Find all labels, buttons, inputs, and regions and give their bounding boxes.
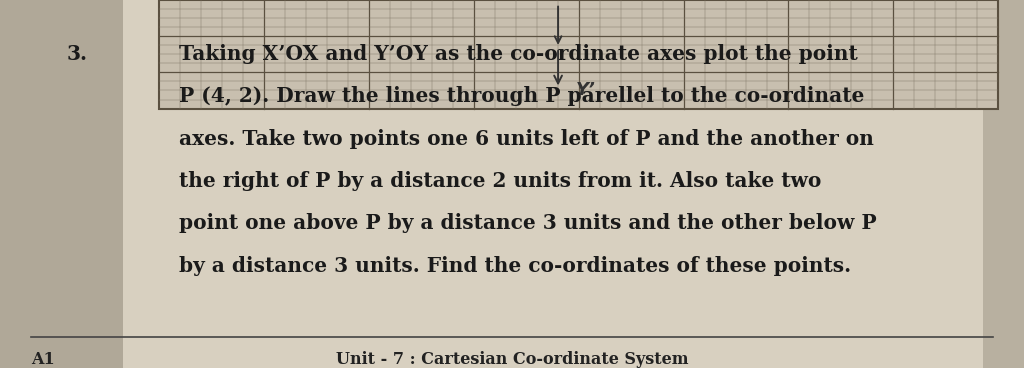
Text: axes. Take two points one 6 units left of P and the another on: axes. Take two points one 6 units left o… (179, 129, 874, 149)
Text: Y’: Y’ (575, 81, 595, 99)
Text: P (4, 2). Draw the lines through P parellel to the co-ordinate: P (4, 2). Draw the lines through P parel… (179, 86, 864, 106)
Text: Taking X’OX and Y’OY as the co-ordinate axes plot the point: Taking X’OX and Y’OY as the co-ordinate … (179, 44, 858, 64)
Text: point one above P by a distance 3 units and the other below P: point one above P by a distance 3 units … (179, 213, 877, 233)
Text: Unit - 7 : Cartesian Co-ordinate System: Unit - 7 : Cartesian Co-ordinate System (336, 351, 688, 368)
Text: by a distance 3 units. Find the co-ordinates of these points.: by a distance 3 units. Find the co-ordin… (179, 256, 851, 276)
Bar (123, 0, 983, 368)
Bar (0, 0, 123, 368)
Text: A1: A1 (31, 351, 54, 368)
Bar (983, 0, 1024, 368)
Bar (159, 0, 998, 109)
Text: the right of P by a distance 2 units from it. Also take two: the right of P by a distance 2 units fro… (179, 171, 821, 191)
Text: 3.: 3. (67, 44, 88, 64)
